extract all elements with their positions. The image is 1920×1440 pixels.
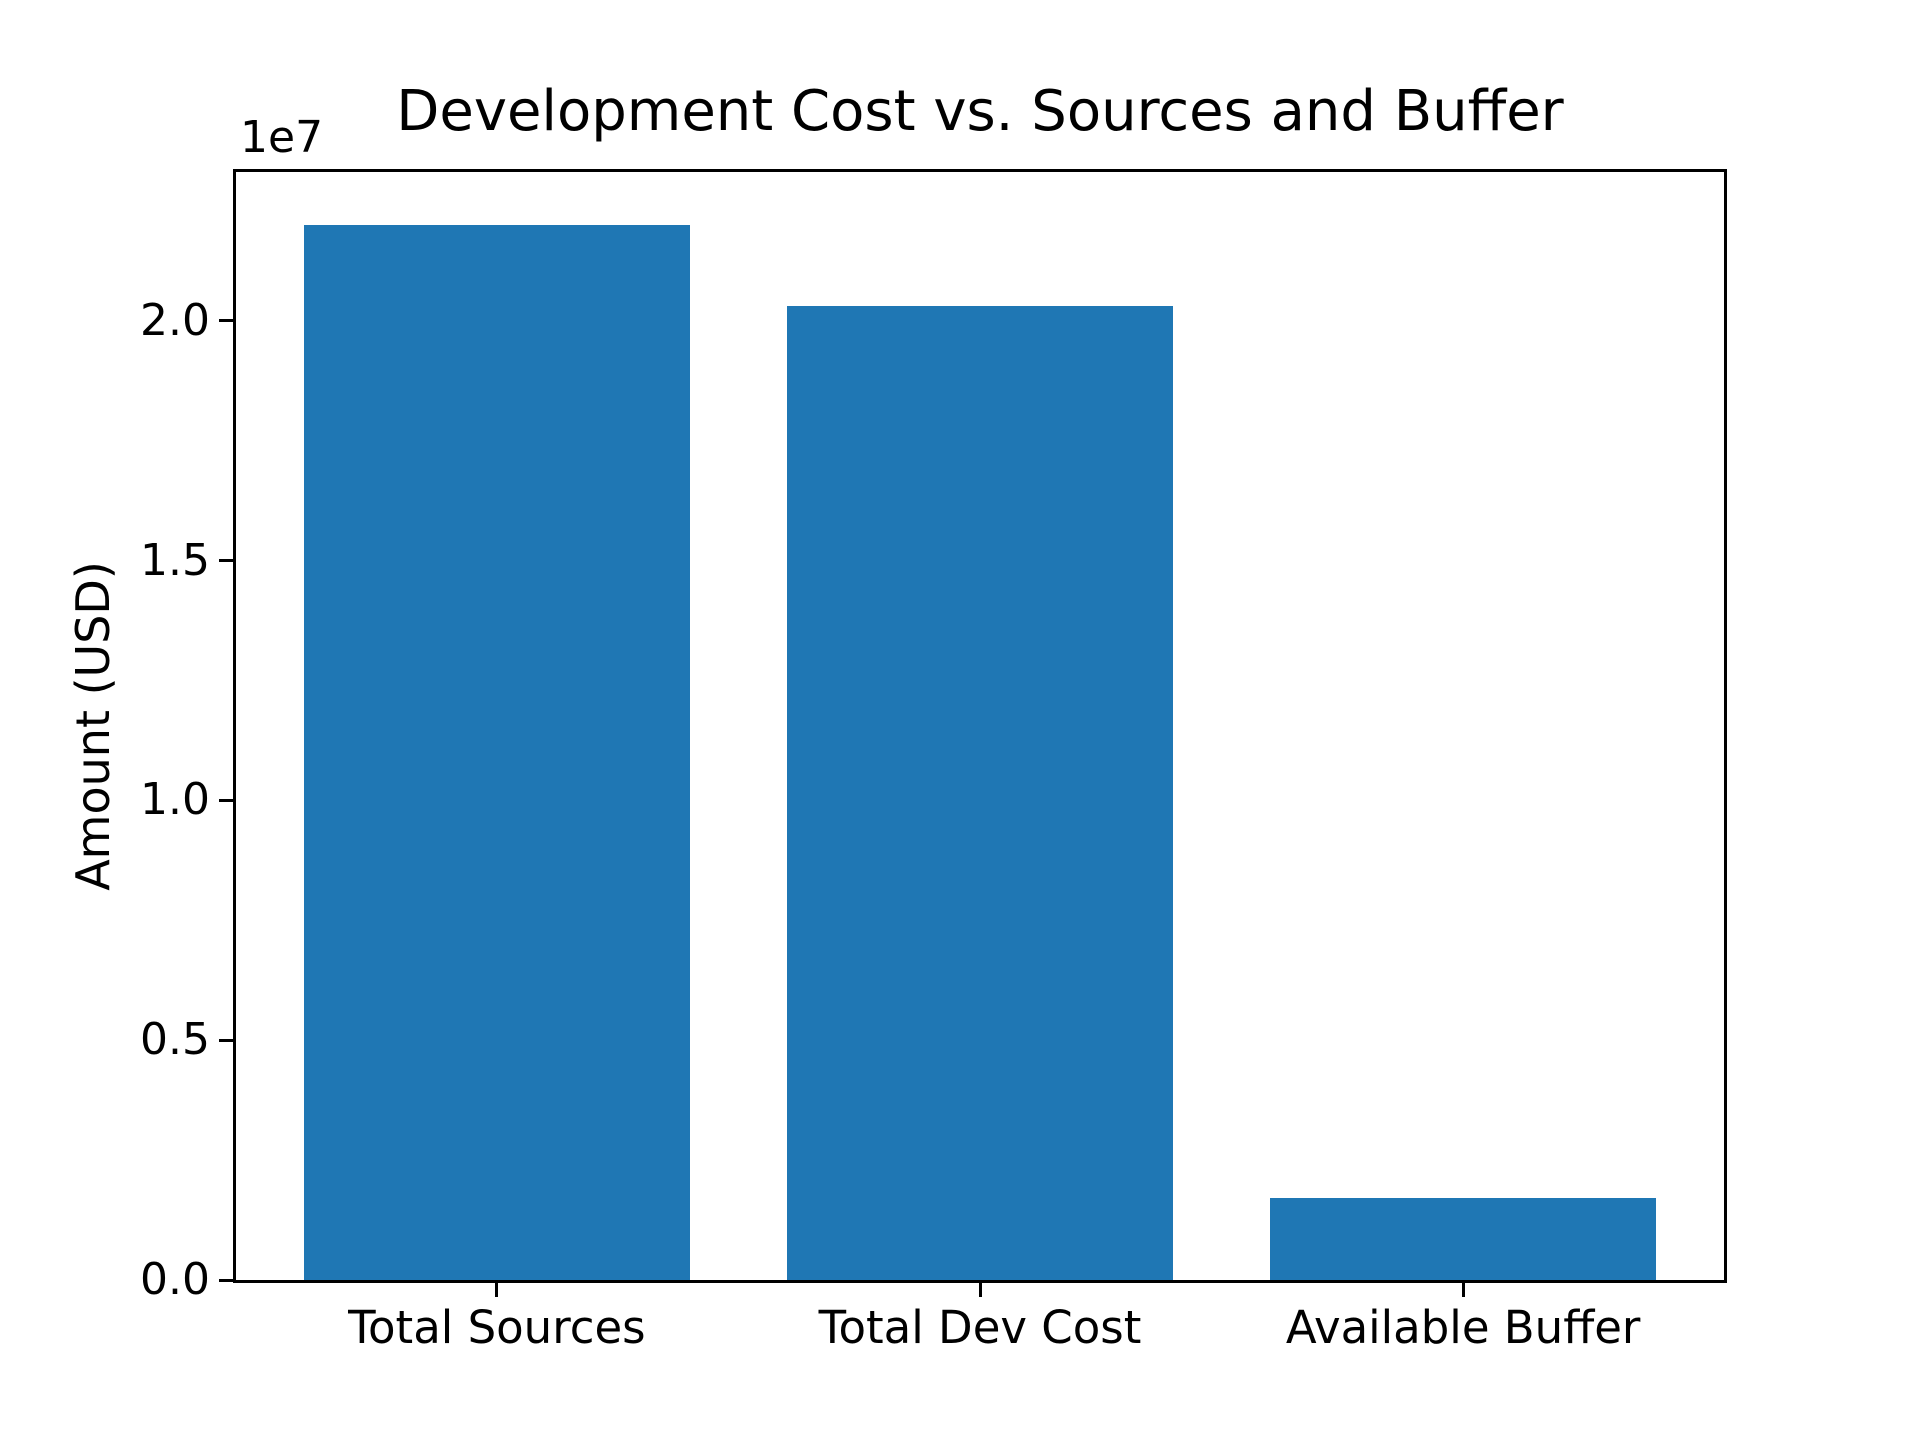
bar-total-dev-cost: [786, 306, 1174, 1280]
bar-available-buffer: [1269, 1198, 1657, 1280]
y-tick-label: 0.5: [140, 1014, 210, 1066]
y-axis-offset-label: 1e7: [240, 112, 324, 163]
bar-total-sources: [303, 224, 691, 1280]
plot-area: [233, 169, 1727, 1283]
y-tick-mark: [219, 1038, 233, 1042]
y-tick-mark: [219, 798, 233, 802]
chart-title: Development Cost vs. Sources and Buffer: [396, 79, 1564, 144]
x-tick-label: Total Dev Cost: [818, 1301, 1142, 1354]
y-tick-label: 1.5: [140, 534, 210, 586]
x-tick-mark: [495, 1283, 499, 1297]
y-tick-mark: [219, 1278, 233, 1282]
y-tick-mark: [219, 319, 233, 323]
x-tick-label: Total Sources: [348, 1301, 646, 1354]
x-tick-mark: [1461, 1283, 1465, 1297]
x-tick-label: Available Buffer: [1285, 1301, 1641, 1354]
y-tick-label: 2.0: [140, 294, 210, 346]
y-tick-label: 1.0: [140, 774, 210, 826]
y-tick-mark: [219, 559, 233, 563]
x-tick-mark: [978, 1283, 982, 1297]
y-tick-label: 0.0: [140, 1254, 210, 1305]
y-axis-label: Amount (USD): [66, 561, 120, 891]
